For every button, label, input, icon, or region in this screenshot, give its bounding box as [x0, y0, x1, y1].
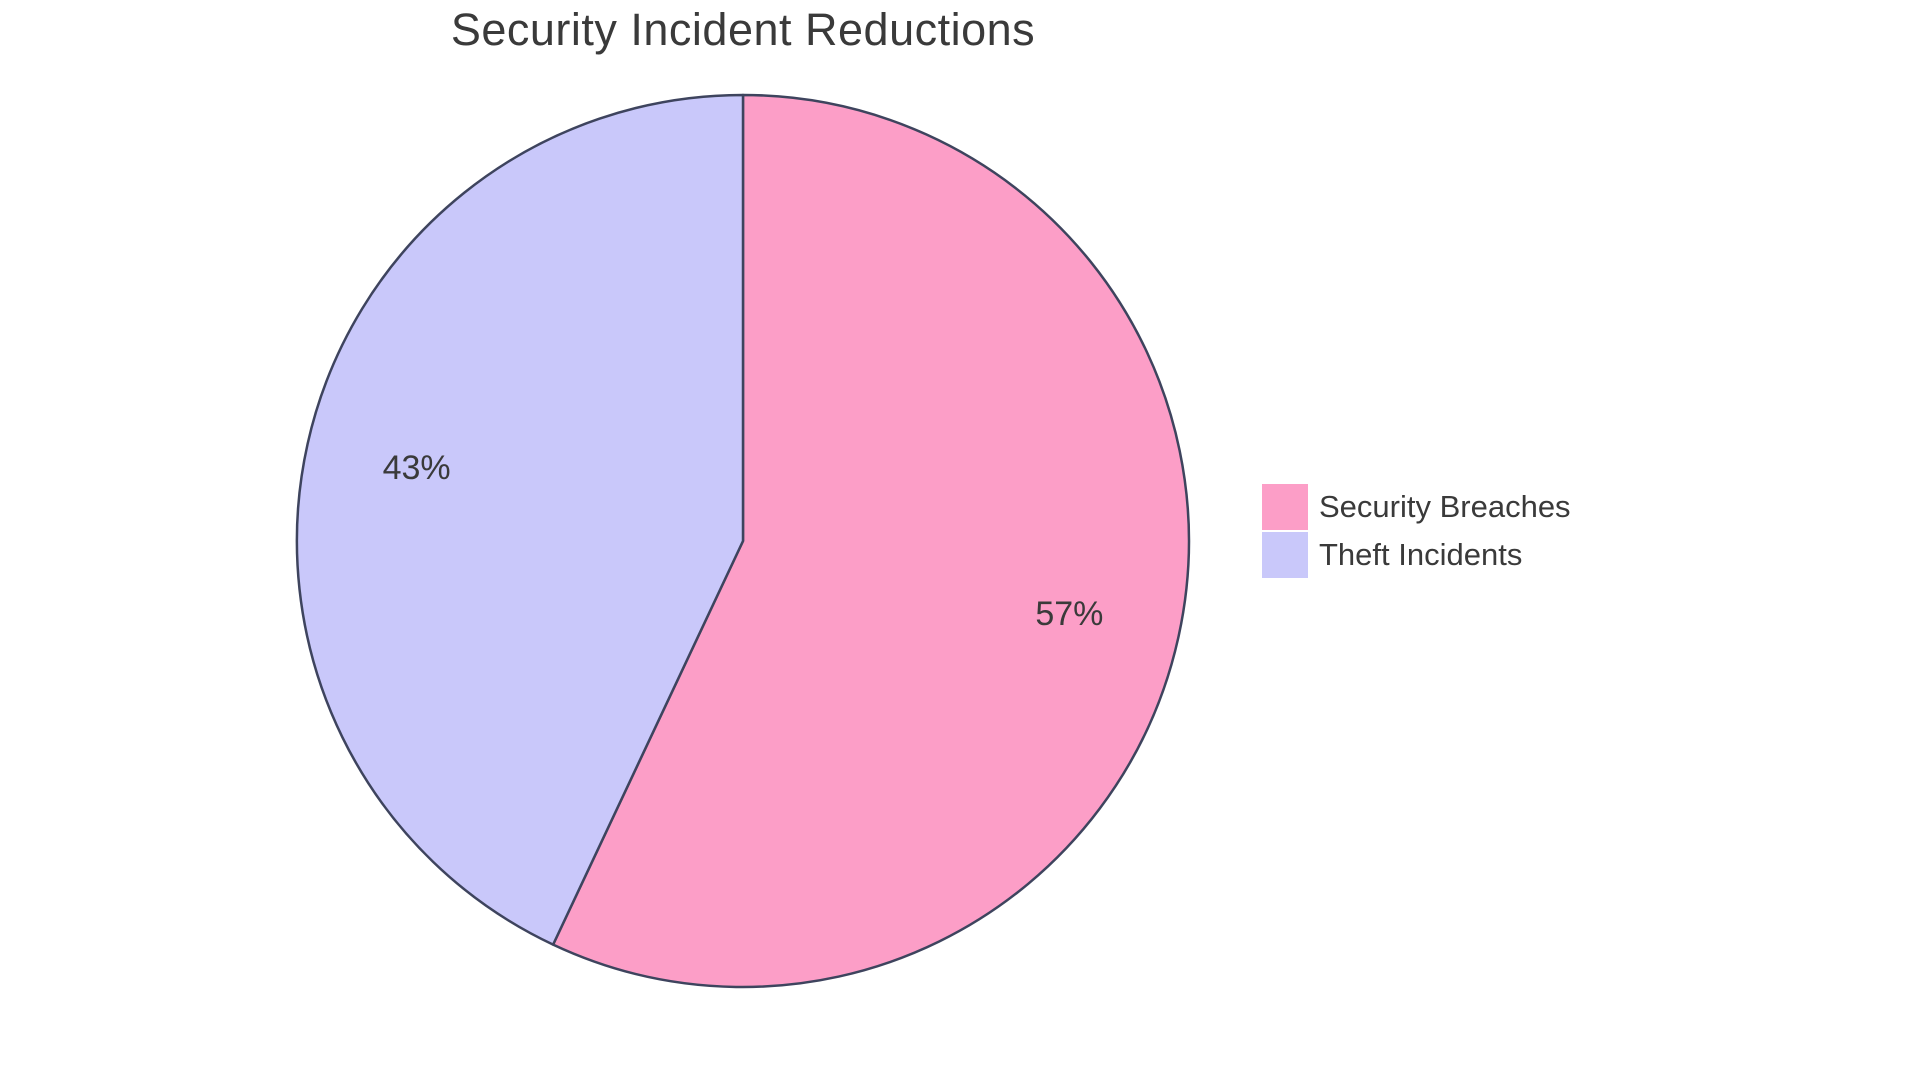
- pie-slice-theft-incidents[interactable]: [295, 93, 745, 946]
- slice-value-label-theft-incidents: 43%: [383, 449, 451, 487]
- slice-value-label-security-breaches: 57%: [1035, 595, 1103, 633]
- legend-label-security-breaches: Security Breaches: [1319, 489, 1571, 524]
- pie-slice-security-breaches[interactable]: [551, 93, 1191, 989]
- legend-item-theft-incidents[interactable]: Theft Incidents: [1262, 532, 1571, 578]
- legend: Security Breaches Theft Incidents: [1262, 484, 1571, 578]
- legend-label-theft-incidents: Theft Incidents: [1319, 537, 1523, 572]
- legend-swatch-security-breaches: [1262, 484, 1308, 530]
- chart-title: Security Incident Reductions: [450, 4, 1036, 55]
- legend-swatch-theft-incidents: [1262, 532, 1308, 578]
- legend-item-security-breaches[interactable]: Security Breaches: [1262, 484, 1571, 530]
